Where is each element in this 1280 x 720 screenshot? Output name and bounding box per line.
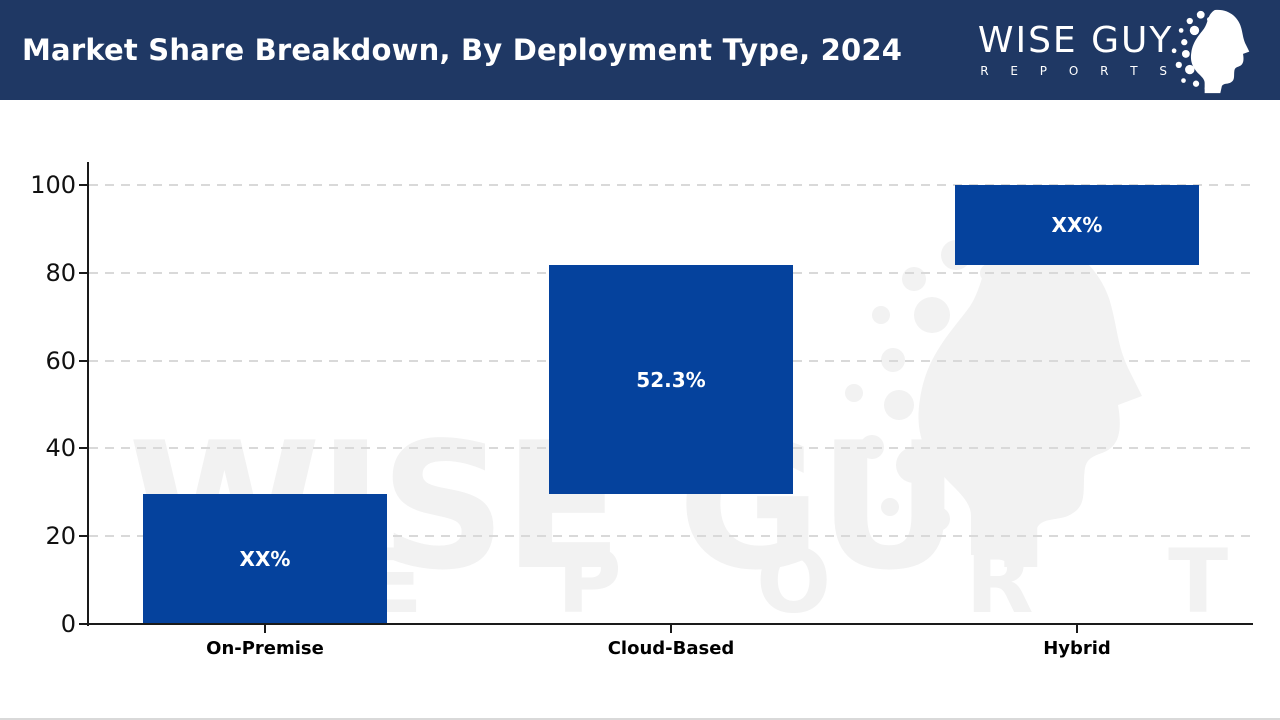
y-tick-mark-0 — [79, 623, 88, 625]
y-tick-mark-40 — [79, 447, 88, 450]
chart-canvas: WISE GUY R E P O R T S 020406080100XX%On… — [0, 100, 1280, 718]
y-tick-label-20: 20 — [45, 522, 76, 551]
logo-wordmark-block: WISE GUY R E P O R T S — [975, 19, 1176, 78]
wiseguy-logo: WISE GUY R E P O R T S — [975, 6, 1254, 94]
category-label-1: On-Premise — [206, 638, 324, 659]
chart-title: Market Share Breakdown, By Deployment Ty… — [22, 33, 903, 67]
x-tick-mark-3 — [1076, 625, 1078, 633]
bar-value-label: 52.3% — [636, 367, 706, 392]
y-tick-mark-80 — [79, 271, 88, 274]
x-axis-line — [87, 623, 1253, 625]
y-tick-label-40: 40 — [45, 434, 76, 463]
plot-area: 0 20 40 60 80 100 XX% On-Premise 52.3% Cloud-Base… — [0, 100, 1280, 718]
y-tick-mark-60 — [79, 359, 88, 362]
gridline-20 — [89, 535, 1253, 538]
y-tick-label-100: 100 — [30, 171, 76, 199]
y-axis-line — [87, 162, 89, 626]
header-banner: Market Share Breakdown, By Deployment Ty… — [0, 0, 1280, 100]
x-tick-mark-1 — [264, 625, 266, 633]
gridline-100 — [89, 184, 1253, 186]
y-tick-mark-20 — [79, 535, 88, 538]
y-tick-label-60: 60 — [45, 346, 76, 375]
y-tick-label-80: 80 — [45, 258, 76, 287]
logo-subtitle: R E P O R T S — [980, 63, 1176, 78]
bar-hybrid: XX% — [955, 185, 1199, 265]
bar-cloud-based: 52.3% — [549, 264, 793, 495]
bar-on-premise: XX% — [143, 494, 387, 624]
logo-wordmark: WISE GUY — [977, 19, 1174, 61]
bar-value-label: XX% — [1051, 212, 1103, 237]
bar-value-label: XX% — [239, 547, 291, 572]
x-tick-mark-2 — [670, 625, 672, 633]
category-label-3: Hybrid — [1043, 638, 1111, 659]
y-tick-mark-100 — [79, 184, 88, 186]
y-tick-label-0: 0 — [60, 610, 76, 638]
category-label-2: Cloud-Based — [607, 638, 735, 659]
